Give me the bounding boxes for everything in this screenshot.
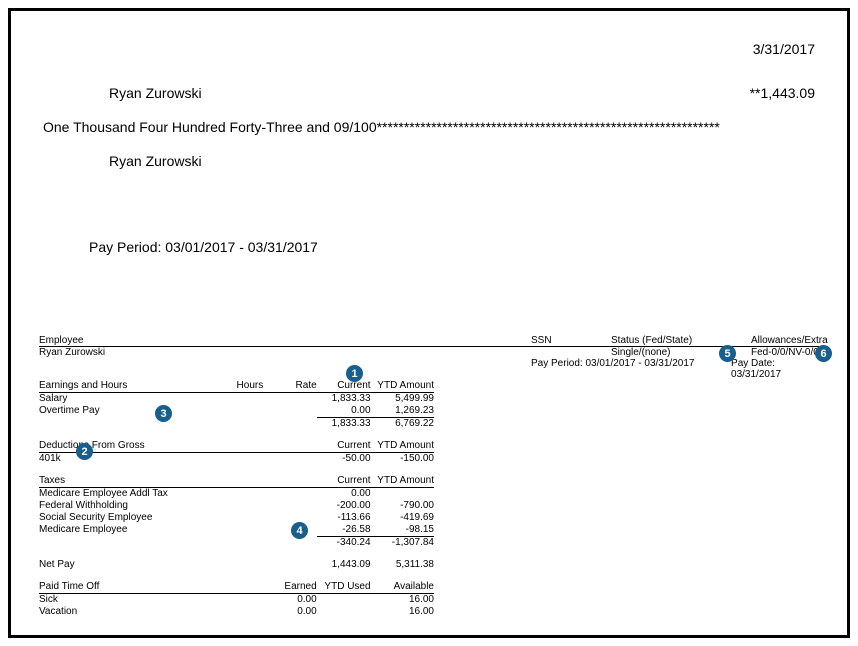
earnings-col-current: Current	[317, 380, 371, 393]
earnings-col-ytd: YTD Amount	[371, 380, 434, 393]
taxes-row: Federal Withholding -200.00 -790.00	[39, 500, 434, 512]
stub-header-values: Ryan Zurowski Single/(none) Fed-0/0/NV-0…	[39, 347, 819, 358]
taxes-header: Taxes Current YTD Amount	[39, 475, 434, 488]
taxes-row: Social Security Employee -113.66 -419.69	[39, 512, 434, 524]
callout-badge-2: 2	[76, 443, 93, 460]
stub-header-row: Employee SSN Status (Fed/State) Allowanc…	[39, 335, 819, 347]
callout-badge-4: 4	[291, 522, 308, 539]
callout-badge-5: 5	[719, 345, 736, 362]
taxes-total: -340.24 -1,307.84	[39, 537, 434, 550]
stub-header-ssn-label: SSN	[531, 335, 611, 346]
callout-badge-1: 1	[346, 365, 363, 382]
taxes-row: Medicare Employee -26.58 -98.15	[39, 524, 434, 537]
earnings-col-hours: Hours	[210, 380, 263, 393]
pto-row: Vacation 0.00 16.00	[39, 606, 434, 618]
callout-badge-6: 6	[815, 345, 832, 362]
payee-amount-row: Ryan Zurowski **1,443.09	[39, 85, 819, 101]
stub-allowances-value: Fed-0/0/NV-0/0	[751, 347, 819, 358]
check-amount: **1,443.09	[750, 85, 815, 101]
pay-stub: 1 2 3 4 5 6 Employee SSN Status (Fed/Sta…	[39, 335, 819, 618]
callout-badge-3: 3	[155, 405, 172, 422]
stub-header-status-label: Status (Fed/State)	[611, 335, 751, 346]
stub-header-allowances-label: Allowances/Extra	[751, 335, 828, 346]
stub-ssn-value	[531, 347, 611, 358]
net-pay-row: Net Pay 1,443.09 5,311.38	[39, 559, 434, 571]
pto-header: Paid Time Off Earned YTD Used Available	[39, 581, 434, 594]
earnings-row: Overtime Pay 0.00 1,269.23	[39, 405, 434, 418]
stub-pay-period: Pay Period: 03/01/2017 - 03/31/2017	[531, 358, 731, 380]
payee-name: Ryan Zurowski	[109, 85, 202, 101]
deductions-row: 401k -50.00 -150.00	[39, 453, 434, 466]
stub-header-employee-label: Employee	[39, 335, 531, 346]
amount-in-words: One Thousand Four Hundred Forty-Three an…	[39, 119, 819, 135]
earnings-table: Earnings and Hours Hours Rate Current YT…	[39, 380, 434, 618]
earnings-row: Salary 1,833.33 5,499.99	[39, 393, 434, 406]
deductions-header: Deductions From Gross Current YTD Amount	[39, 440, 434, 453]
stub-subheader: Pay Period: 03/01/2017 - 03/31/2017 Pay …	[39, 358, 819, 380]
check-date: 3/31/2017	[39, 41, 819, 57]
taxes-row: Medicare Employee Addl Tax 0.00	[39, 488, 434, 501]
stub-employee-name: Ryan Zurowski	[39, 347, 531, 358]
earnings-col-rate: Rate	[263, 380, 316, 393]
earnings-title: Earnings and Hours	[39, 380, 210, 393]
stub-pay-date: Pay Date: 03/31/2017	[731, 358, 819, 380]
payee-name-repeat: Ryan Zurowski	[39, 153, 819, 169]
paystub-document: 3/31/2017 Ryan Zurowski **1,443.09 One T…	[8, 8, 850, 638]
earnings-total: 1,833.33 6,769.22	[39, 418, 434, 431]
pay-period-check: Pay Period: 03/01/2017 - 03/31/2017	[39, 239, 819, 255]
pto-row: Sick 0.00 16.00	[39, 594, 434, 607]
